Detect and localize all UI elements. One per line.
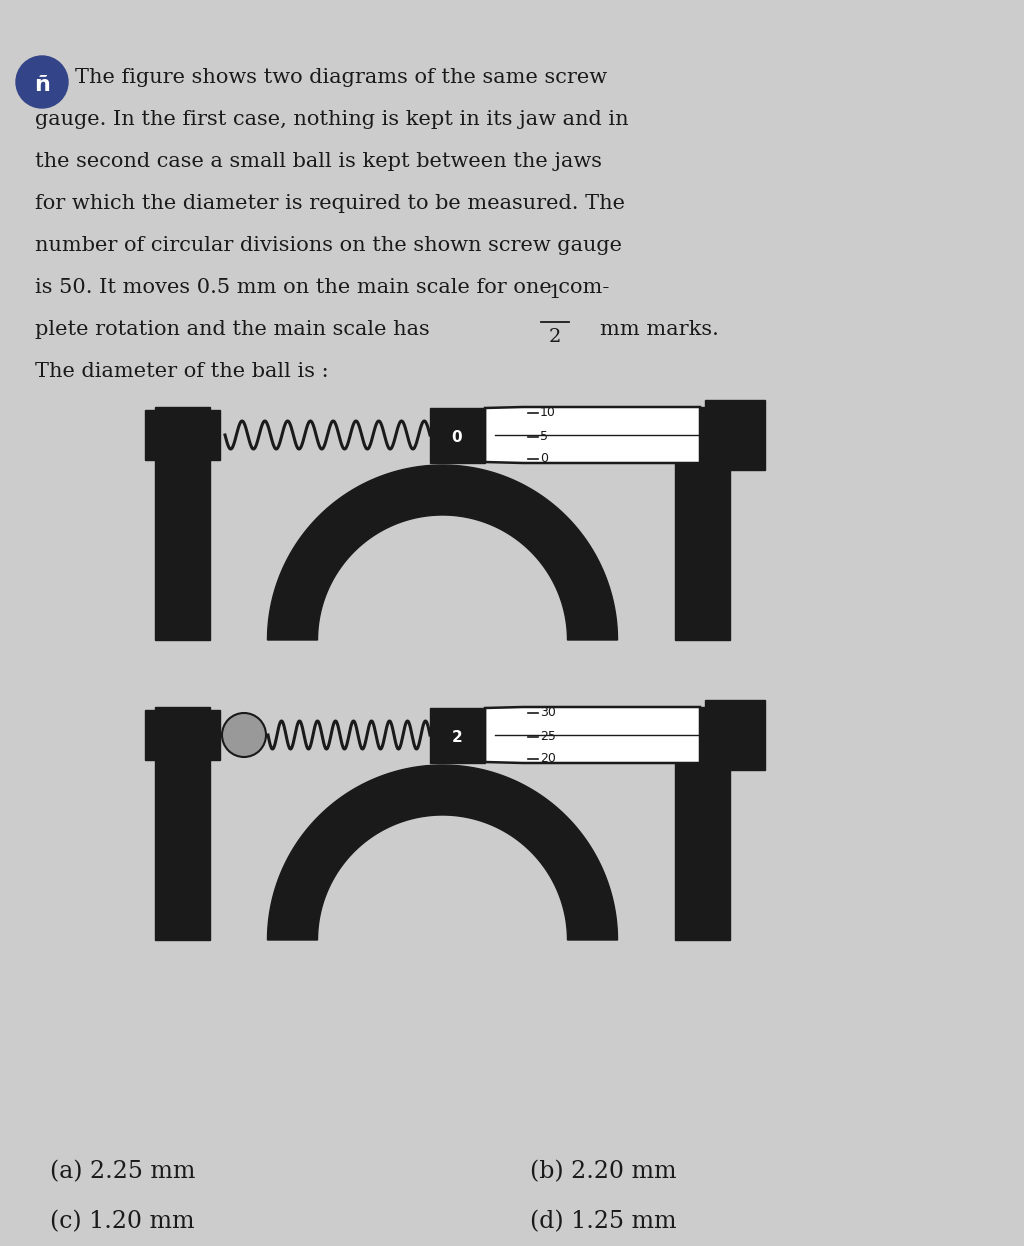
Bar [705,400,765,470]
Text: number of circular divisions on the shown screw gauge: number of circular divisions on the show… [35,235,622,255]
Bar [430,708,485,763]
Text: (b) 2.20 mm: (b) 2.20 mm [530,1160,677,1182]
Bar [675,706,730,939]
Text: 30: 30 [540,706,556,719]
Text: 25: 25 [540,730,556,744]
Text: The figure shows two diagrams of the same screw: The figure shows two diagrams of the sam… [75,69,607,87]
Bar [145,410,220,460]
Bar [675,407,730,640]
Circle shape [222,713,266,758]
Polygon shape [267,465,617,640]
Bar [155,706,210,939]
Bar [155,407,210,640]
Text: ñ: ñ [34,75,50,95]
Text: (a) 2.25 mm: (a) 2.25 mm [50,1160,196,1182]
Text: the second case a small ball is kept between the jaws: the second case a small ball is kept bet… [35,152,602,171]
Text: is 50. It moves 0.5 mm on the main scale for one com-: is 50. It moves 0.5 mm on the main scale… [35,278,609,297]
Circle shape [16,56,68,108]
Text: 0: 0 [540,452,548,466]
Text: The diameter of the ball is :: The diameter of the ball is : [35,363,329,381]
Text: plete rotation and the main scale has: plete rotation and the main scale has [35,320,430,339]
Bar [705,700,765,770]
Bar [145,710,220,760]
Text: 2: 2 [549,328,561,346]
Text: mm marks.: mm marks. [600,320,719,339]
Text: 5: 5 [540,431,548,444]
Text: gauge. In the first case, nothing is kept in its jaw and in: gauge. In the first case, nothing is kep… [35,110,629,130]
Text: 10: 10 [540,406,556,420]
Text: 20: 20 [540,753,556,765]
Polygon shape [267,765,617,939]
Bar [430,407,485,464]
Text: (c) 1.20 mm: (c) 1.20 mm [50,1210,195,1234]
Text: for which the diameter is required to be measured. The: for which the diameter is required to be… [35,194,625,213]
Polygon shape [485,706,700,763]
Text: (d) 1.25 mm: (d) 1.25 mm [530,1210,677,1234]
Text: 2: 2 [452,729,463,745]
Polygon shape [485,407,700,464]
Text: 0: 0 [452,430,462,445]
Text: 1: 1 [549,284,561,302]
